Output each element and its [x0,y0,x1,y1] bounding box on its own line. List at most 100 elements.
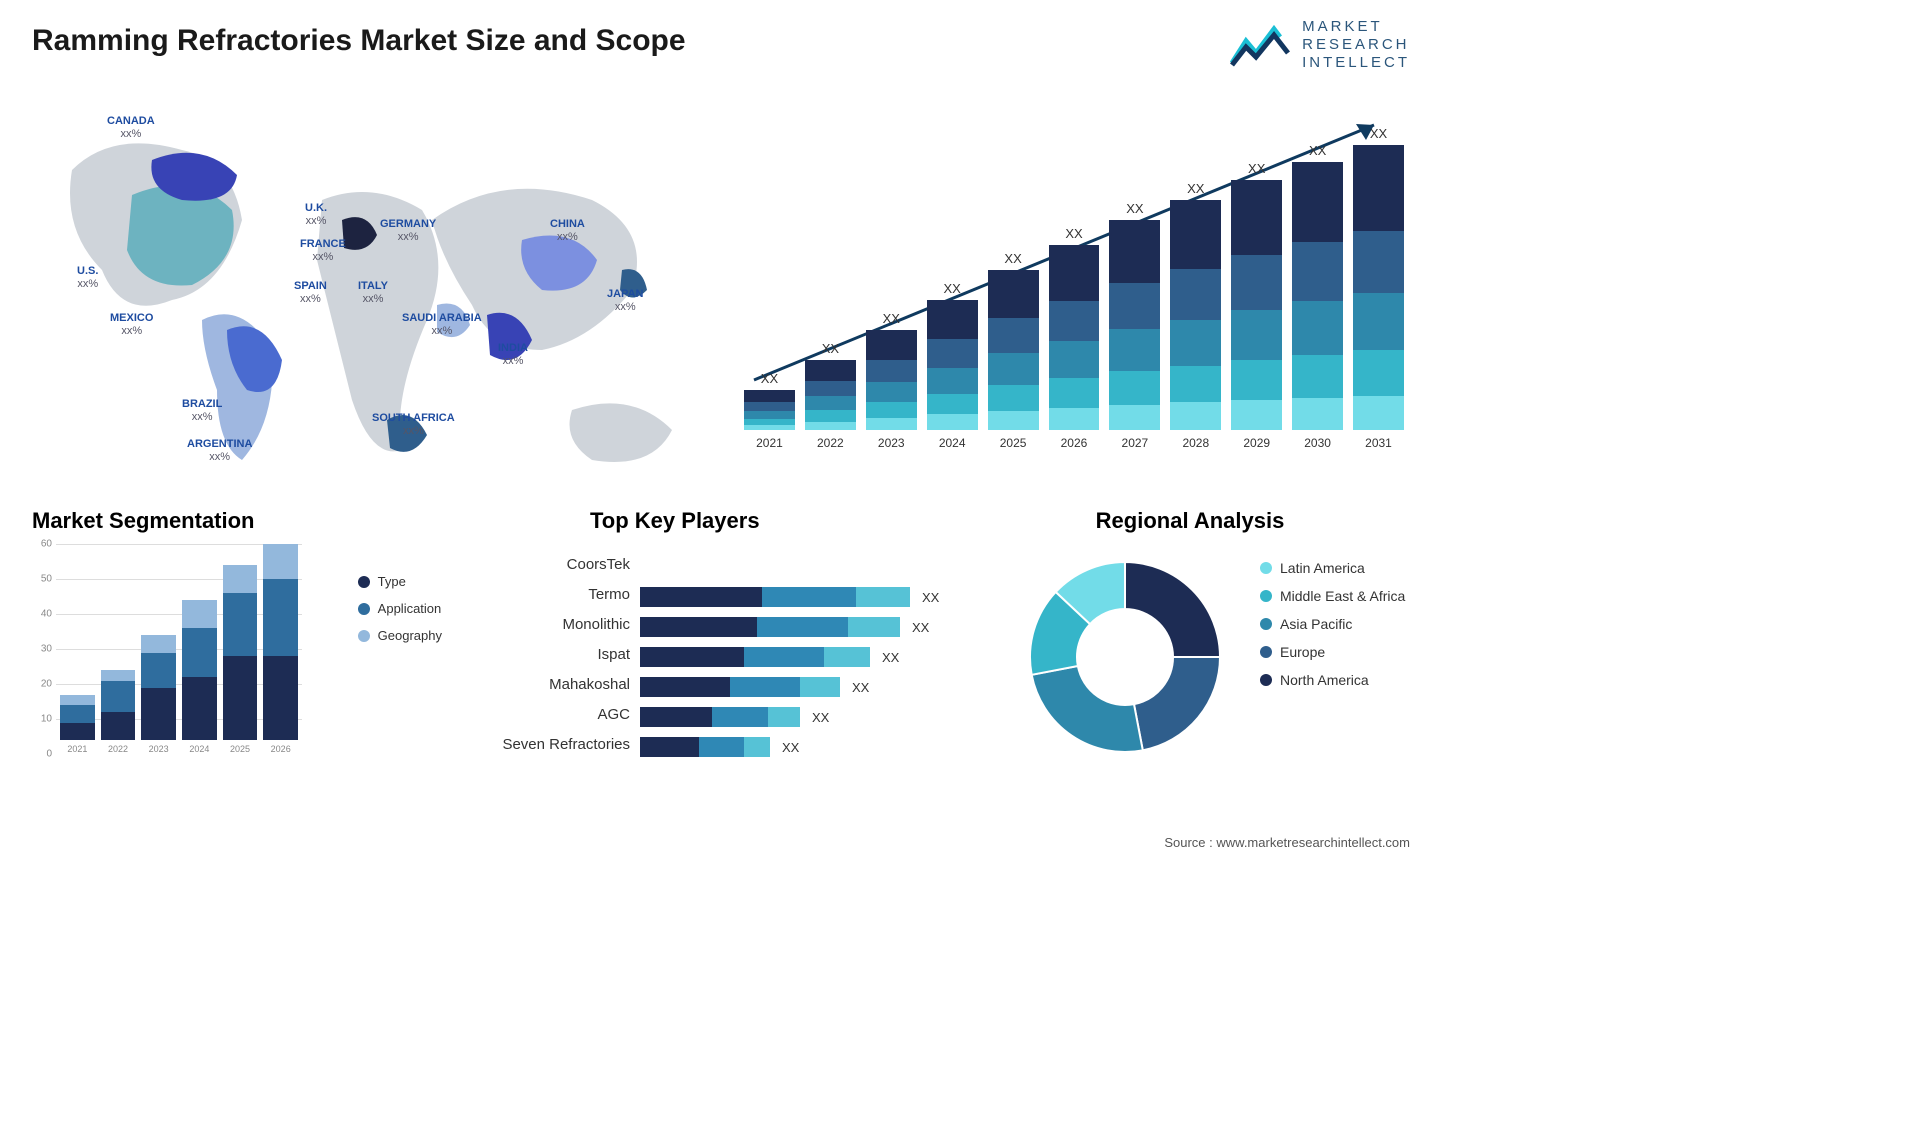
map-label: ARGENTINAxx% [187,438,252,464]
growth-bar-chart: XX 2021 XX 2022 XX 2023 XX 2024 XX 2025 XX 2026 XX 20… [744,100,1404,470]
legend-item: Application [358,601,442,616]
map-label: ITALYxx% [358,280,388,306]
players-title: Top Key Players [590,508,1000,534]
seg-bar: 2021 [60,695,95,755]
regional-section: Regional Analysis Latin AmericaMiddle Ea… [1010,508,1410,772]
logo-mark-icon [1230,23,1290,67]
growth-bar: XX 2028 [1170,181,1221,450]
growth-bar-year: 2027 [1122,436,1149,450]
player-label: Mahakoshal [460,670,630,700]
map-label: SAUDI ARABIAxx% [402,312,482,338]
growth-bar: XX 2031 [1353,126,1404,450]
growth-bar-year: 2021 [756,436,783,450]
legend-item: North America [1260,672,1410,688]
player-bar-row: XX [640,642,980,672]
growth-bar: XX 2026 [1049,226,1100,450]
player-label: Monolithic [460,610,630,640]
map-label: FRANCExx% [300,238,346,264]
growth-bar: XX 2024 [927,281,978,450]
growth-bar-value: XX [1065,226,1082,241]
donut-chart [1020,552,1230,762]
regional-legend: Latin America Middle East & Africa Asia Pa… [1260,560,1410,700]
player-bar-row: XX [640,612,980,642]
player-bar-value: XX [882,650,899,665]
page-title: Ramming Refractories Market Size and Sco… [32,24,686,58]
growth-bar-year: 2028 [1182,436,1209,450]
segmentation-chart: 0102030405060 202120222023202420252026 T… [32,544,452,774]
map-label: INDIAxx% [498,342,528,368]
growth-bar-value: XX [761,371,778,386]
player-bar-value: XX [852,680,869,695]
seg-bar: 2024 [182,600,217,754]
growth-bar-year: 2025 [1000,436,1027,450]
logo-text: MARKET RESEARCH INTELLECT [1302,18,1410,72]
growth-bar-year: 2024 [939,436,966,450]
player-bar-value: XX [782,740,799,755]
legend-item: Geography [358,628,442,643]
player-bar-row: XX [640,672,980,702]
growth-bar: XX 2022 [805,341,856,450]
growth-bar-year: 2029 [1243,436,1270,450]
source-text: Source : www.marketresearchintellect.com [1164,835,1410,850]
map-label: SPAINxx% [294,280,327,306]
growth-bar-value: XX [1004,251,1021,266]
world-map-region: CANADAxx% U.S.xx% MEXICOxx% BRAZILxx% ARGENT… [32,90,712,490]
legend-item: Middle East & Africa [1260,588,1410,604]
legend-item: Asia Pacific [1260,616,1410,632]
growth-bar-value: XX [944,281,961,296]
players-section: Top Key Players CoorsTekTermoMonolithicI… [460,508,1000,534]
map-label: MEXICOxx% [110,312,153,338]
player-label: AGC [460,700,630,730]
map-label: CHINAxx% [550,218,585,244]
player-label: Termo [460,580,630,610]
regional-title: Regional Analysis [970,508,1410,534]
player-bar-value: XX [912,620,929,635]
growth-bar: XX 2027 [1109,201,1160,450]
players-bars: XX XX XX XX XX XX [640,582,980,762]
players-labels: CoorsTekTermoMonolithicIspatMahakoshalAG… [460,550,630,760]
growth-bar: XX 2025 [988,251,1039,450]
player-bar-value: XX [922,590,939,605]
map-label: U.K.xx% [305,202,327,228]
map-label: CANADAxx% [107,115,155,141]
legend-item: Europe [1260,644,1410,660]
growth-bar-value: XX [1248,161,1265,176]
growth-bar-value: XX [1309,143,1326,158]
growth-bar-year: 2026 [1061,436,1088,450]
player-bar-row: XX [640,702,980,732]
growth-bar-value: XX [883,311,900,326]
segmentation-legend: Type Application Geography [358,574,442,655]
map-label: SOUTH AFRICAxx% [372,412,455,438]
player-bar-row: XX [640,732,980,762]
seg-bar: 2023 [141,635,176,754]
seg-bar: 2026 [263,544,298,754]
player-label: Seven Refractories [460,730,630,760]
donut-slice [1032,666,1143,752]
growth-bar-value: XX [822,341,839,356]
donut-slice [1125,562,1220,657]
growth-bar-value: XX [1187,181,1204,196]
growth-bar-year: 2031 [1365,436,1392,450]
player-bar-value: XX [812,710,829,725]
segmentation-title: Market Segmentation [32,508,452,534]
growth-bar-year: 2023 [878,436,905,450]
donut-slice [1134,657,1220,750]
map-label: JAPANxx% [607,288,643,314]
growth-bar-value: XX [1126,201,1143,216]
growth-bar: XX 2029 [1231,161,1282,450]
brand-logo: MARKET RESEARCH INTELLECT [1230,18,1410,72]
map-label: BRAZILxx% [182,398,222,424]
legend-item: Latin America [1260,560,1410,576]
legend-item: Type [358,574,442,589]
growth-bar-year: 2022 [817,436,844,450]
growth-bar-year: 2030 [1304,436,1331,450]
map-label: U.S.xx% [77,265,98,291]
growth-bar-value: XX [1370,126,1387,141]
growth-bar: XX 2021 [744,371,795,450]
player-bar-row: XX [640,582,980,612]
player-label: CoorsTek [460,550,630,580]
seg-bar: 2025 [223,565,258,754]
segmentation-section: Market Segmentation 0102030405060 202120… [32,508,452,774]
map-label: GERMANYxx% [380,218,436,244]
player-label: Ispat [460,640,630,670]
